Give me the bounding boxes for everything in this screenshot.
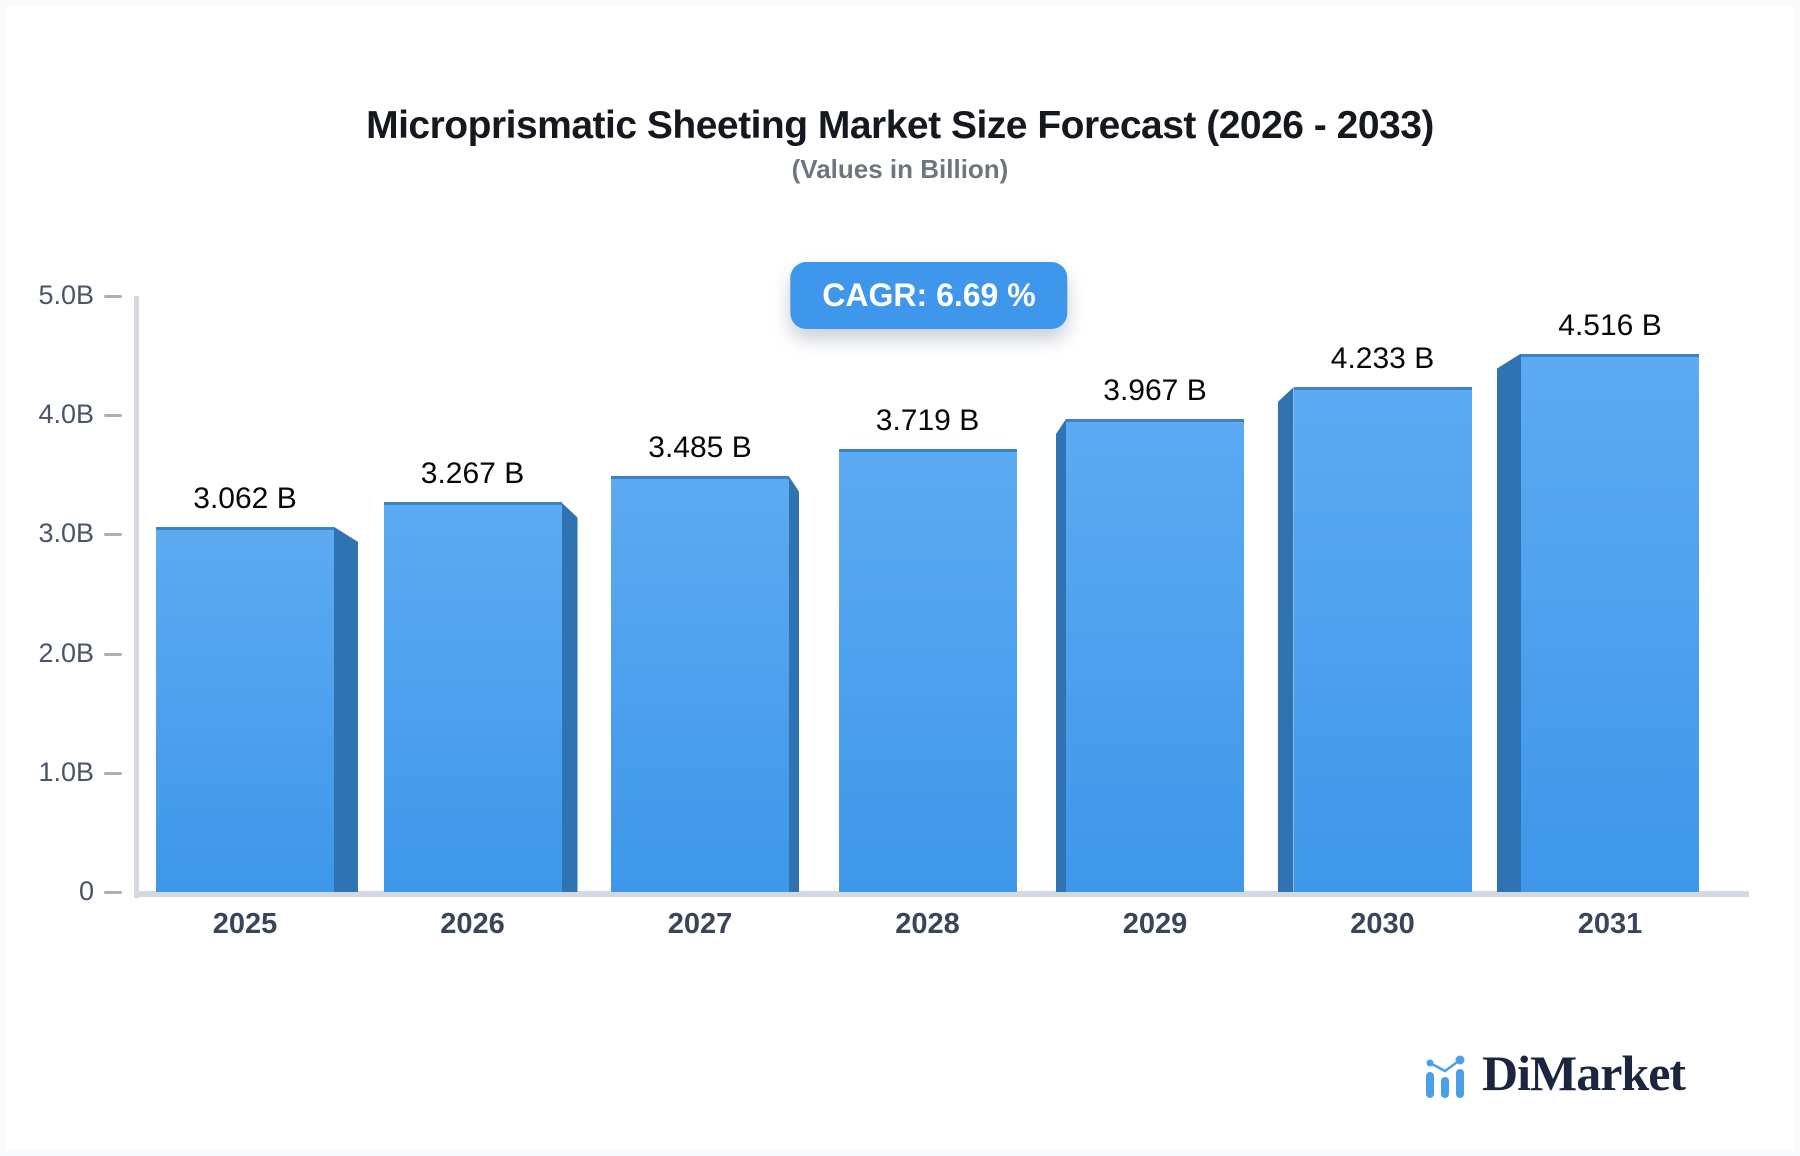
- y-axis-tick: [104, 891, 122, 894]
- bar-value-label: 3.719 B: [875, 403, 980, 437]
- bar-side-panel: [1056, 418, 1066, 892]
- y-axis-tick: [104, 294, 122, 298]
- y-axis-tick: [104, 652, 122, 656]
- x-axis-label-2031: 2031: [1577, 908, 1643, 940]
- y-axis-line: [134, 296, 139, 898]
- y-axis-tick: [104, 771, 122, 775]
- x-axis-label-2027: 2027: [667, 908, 733, 940]
- x-axis-baseline: [134, 891, 1749, 897]
- page-title: Microprismatic Sheeting Market Size Fore…: [366, 104, 1434, 147]
- y-axis-tick-label: 4.0B: [38, 399, 94, 430]
- bar-value-label: 4.516 B: [1558, 308, 1662, 342]
- bar-value-label: 3.267 B: [420, 457, 525, 491]
- y-axis-tick-label: 1.0B: [38, 756, 94, 787]
- y-axis-tick-label: 2.0B: [38, 637, 94, 668]
- bar-value-label: 3.485 B: [648, 431, 752, 465]
- bar-line-chart-icon: [1426, 1055, 1465, 1098]
- x-axis-label-2026: 2026: [440, 908, 505, 940]
- bar-value-label: 3.062 B: [193, 481, 297, 515]
- y-axis-tick-label: 0: [78, 876, 94, 906]
- y-axis-tick-label: 5.0B: [38, 279, 94, 310]
- bar-side-panel: [789, 476, 799, 892]
- y-axis-tick: [104, 414, 122, 418]
- bar-side-panel: [561, 502, 578, 892]
- bar-2029: [1066, 418, 1244, 892]
- bar-side-panel: [1497, 353, 1521, 892]
- bar-side-panel: [334, 526, 358, 892]
- bar-2030: [1293, 387, 1472, 892]
- chart-subtitle: (Values in Billion): [791, 154, 1009, 184]
- bar-2031: [1521, 353, 1699, 892]
- cagr-badge: CAGR: 6.69 %: [790, 262, 1068, 329]
- bar-2025: [156, 526, 334, 892]
- bar-2028: [838, 448, 1017, 892]
- x-axis-label-2029: 2029: [1122, 908, 1188, 940]
- dimarket-logo: DiMarket: [1424, 1045, 1686, 1101]
- x-axis-label-2030: 2030: [1350, 908, 1415, 940]
- bar-value-label: 3.967 B: [1103, 373, 1207, 407]
- bar-2026: [383, 502, 562, 892]
- y-axis-tick-label: 3.0B: [38, 518, 94, 549]
- x-axis-label-2028: 2028: [895, 908, 960, 940]
- bar-side-panel: [1277, 387, 1294, 892]
- bar-chart-plot: 0 1.0B 2.0B 3.0B 4.0B 5.0B 3.062 B 2025 3.267 B 2…: [6, 6, 1794, 1150]
- bar-2027: [611, 476, 789, 892]
- x-axis-label-2025: 2025: [212, 908, 278, 940]
- y-axis-tick: [104, 533, 122, 537]
- bar-value-label: 4.233 B: [1330, 342, 1435, 376]
- logo-text: DiMarket: [1482, 1045, 1686, 1101]
